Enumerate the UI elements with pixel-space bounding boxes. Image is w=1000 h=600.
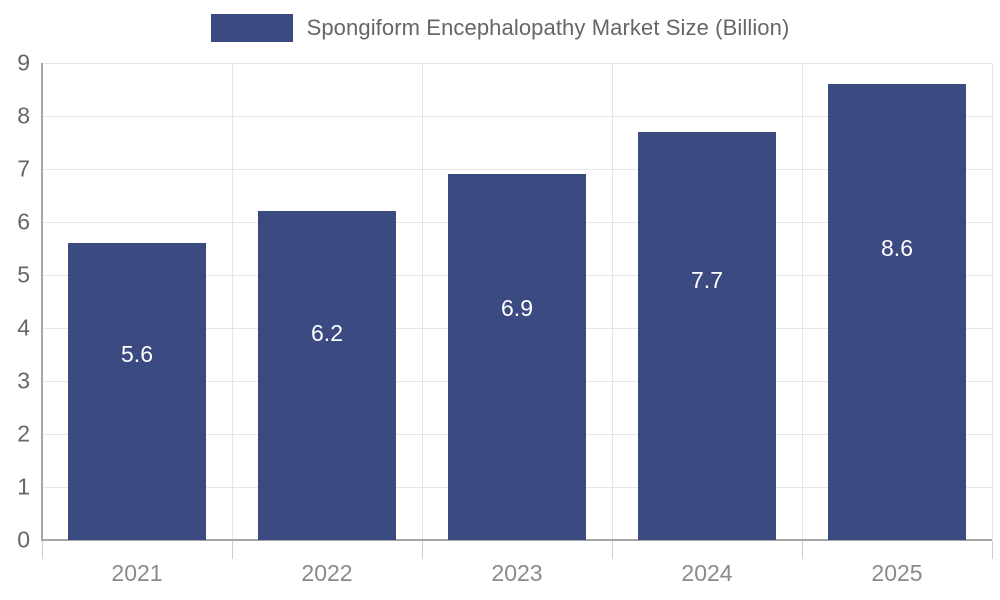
y-axis-tick-label: 9 bbox=[17, 49, 30, 76]
chart-legend: Spongiform Encephalopathy Market Size (B… bbox=[0, 8, 1000, 48]
x-axis-line bbox=[42, 539, 992, 541]
x-axis-tick bbox=[612, 541, 613, 559]
bar-band: 5.6 bbox=[42, 63, 232, 540]
y-axis-tick-label: 7 bbox=[17, 155, 30, 182]
bars-container: 5.6 6.2 6.9 7.7 8.6 bbox=[42, 63, 992, 540]
bar[interactable] bbox=[828, 84, 966, 540]
bar-band: 7.7 bbox=[612, 63, 802, 540]
y-axis-tick-label: 6 bbox=[17, 208, 30, 235]
legend-swatch-icon[interactable] bbox=[210, 14, 293, 42]
bar-value-label: 8.6 bbox=[881, 234, 913, 261]
y-axis-line bbox=[41, 63, 43, 541]
gridline-vertical bbox=[992, 63, 993, 540]
x-axis-tick-label: 2024 bbox=[681, 560, 733, 586]
x-axis-tick-label: 2022 bbox=[301, 560, 353, 586]
gridline-vertical bbox=[422, 63, 423, 540]
bar-value-label: 7.7 bbox=[691, 266, 723, 293]
y-axis-tick-label: 1 bbox=[17, 473, 30, 500]
gridline-vertical bbox=[612, 63, 613, 540]
bar-value-label: 5.6 bbox=[121, 341, 153, 368]
bar-value-label: 6.9 bbox=[501, 294, 533, 321]
x-axis-tick bbox=[42, 541, 43, 559]
y-axis-tick-label: 8 bbox=[17, 102, 30, 129]
bar-value-label: 6.2 bbox=[311, 319, 343, 346]
x-axis-tick-label: 2021 bbox=[111, 560, 163, 586]
bar[interactable] bbox=[258, 211, 396, 540]
gridline-horizontal bbox=[42, 116, 992, 117]
bar-band: 6.9 bbox=[422, 63, 612, 540]
bar-band: 6.2 bbox=[232, 63, 422, 540]
gridline-vertical bbox=[802, 63, 803, 540]
bar[interactable] bbox=[638, 131, 776, 540]
x-axis-tick bbox=[802, 541, 803, 559]
y-axis-tick-label: 3 bbox=[17, 367, 30, 394]
gridline-horizontal bbox=[42, 63, 992, 64]
bar[interactable] bbox=[448, 174, 586, 540]
y-axis-tick-label: 5 bbox=[17, 261, 30, 288]
x-axis-tick bbox=[232, 541, 233, 559]
x-axis-tick-label: 2025 bbox=[871, 560, 923, 586]
x-axis-tick bbox=[992, 541, 993, 559]
legend-label[interactable]: Spongiform Encephalopathy Market Size (B… bbox=[306, 15, 790, 40]
gridline-vertical bbox=[232, 63, 233, 540]
x-axis-tick-label: 2023 bbox=[491, 560, 543, 586]
y-axis-tick-label: 2 bbox=[17, 420, 30, 447]
bar-band: 8.6 bbox=[802, 63, 992, 540]
bar[interactable] bbox=[68, 243, 206, 540]
gridline-horizontal bbox=[42, 169, 992, 170]
y-axis-tick-label: 0 bbox=[17, 526, 30, 553]
y-axis-tick-label: 4 bbox=[17, 314, 30, 341]
x-axis-tick bbox=[422, 541, 423, 559]
